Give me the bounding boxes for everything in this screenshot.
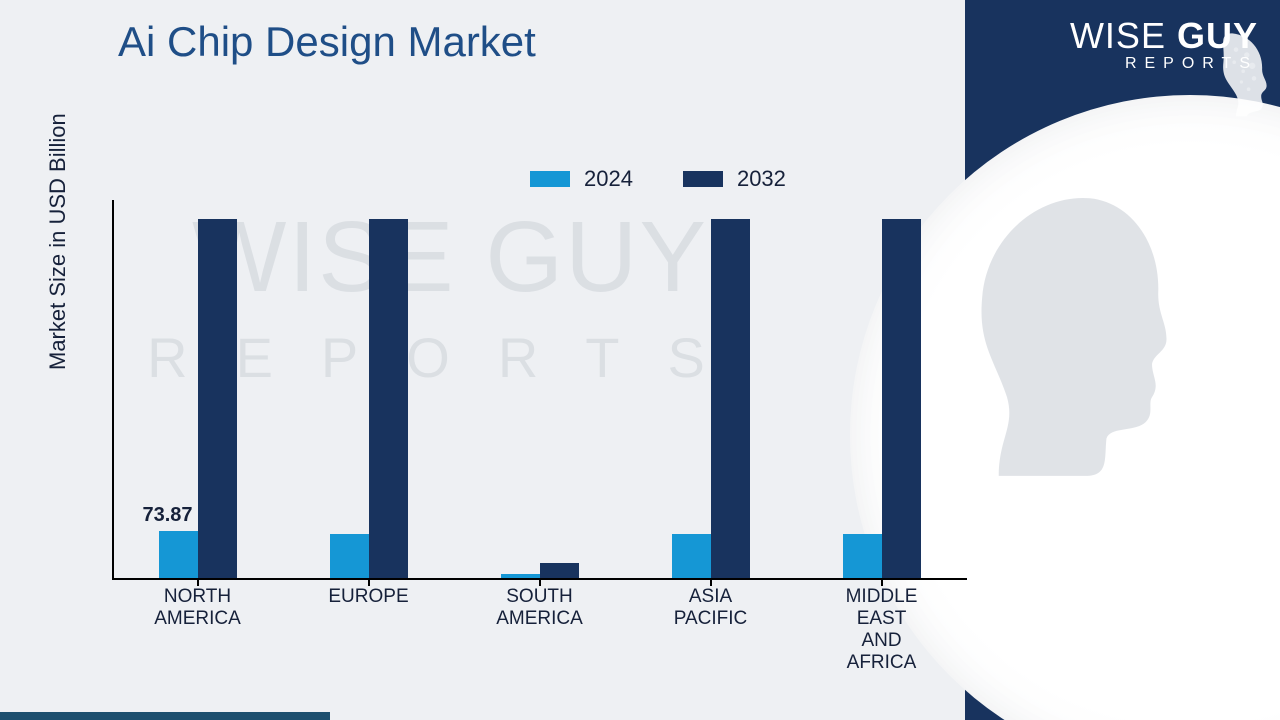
bar-2032 [540, 563, 579, 578]
bar-2032 [198, 219, 237, 578]
legend-label: 2024 [584, 166, 633, 192]
bar-value-label: 73.87 [143, 504, 193, 527]
bar-group: SOUTH AMERICA [454, 200, 625, 580]
chart-title: Ai Chip Design Market [118, 18, 536, 66]
bar-2024 [843, 534, 882, 578]
bar-2032 [369, 219, 408, 578]
brand-head-icon [1182, 28, 1272, 118]
bar-group: 73.87NORTH AMERICA [112, 200, 283, 580]
bar-2024 [159, 531, 198, 578]
bar-2032 [882, 219, 921, 578]
bar-pair [330, 200, 408, 578]
category-label: SOUTH AMERICA [454, 580, 625, 630]
legend-swatch [683, 171, 723, 187]
bar-pair [672, 200, 750, 578]
category-label: MIDDLE EAST AND AFRICA [796, 580, 967, 673]
bar-pair [501, 200, 579, 578]
category-label: NORTH AMERICA [112, 580, 283, 630]
bar-pair [843, 200, 921, 578]
category-label: EUROPE [283, 580, 454, 608]
bar-2024 [501, 574, 540, 578]
y-axis-label: Market Size in USD Billion [45, 113, 71, 370]
bar-2032 [711, 219, 750, 578]
bar-chart: 73.87NORTH AMERICAEUROPESOUTH AMERICAASI… [112, 200, 967, 580]
report-canvas: WISE GUY REPORTS WISE GUY REPORTS Ai C [0, 0, 1280, 720]
bar-2024 [672, 534, 711, 578]
brand-logo: WISE GUY REPORTS [1070, 18, 1258, 72]
accent-strip [0, 712, 330, 720]
legend-item-2024: 2024 [530, 166, 633, 192]
legend-label: 2032 [737, 166, 786, 192]
bar-group: MIDDLE EAST AND AFRICA [796, 200, 967, 580]
bar-groups: 73.87NORTH AMERICAEUROPESOUTH AMERICAASI… [112, 200, 967, 580]
bar-group: ASIA PACIFIC [625, 200, 796, 580]
legend-swatch [530, 171, 570, 187]
legend: 2024 2032 [530, 166, 786, 192]
legend-item-2032: 2032 [683, 166, 786, 192]
bar-2024 [330, 534, 369, 578]
category-label: ASIA PACIFIC [625, 580, 796, 630]
head-silhouette-icon [960, 190, 1170, 480]
bar-group: EUROPE [283, 200, 454, 580]
